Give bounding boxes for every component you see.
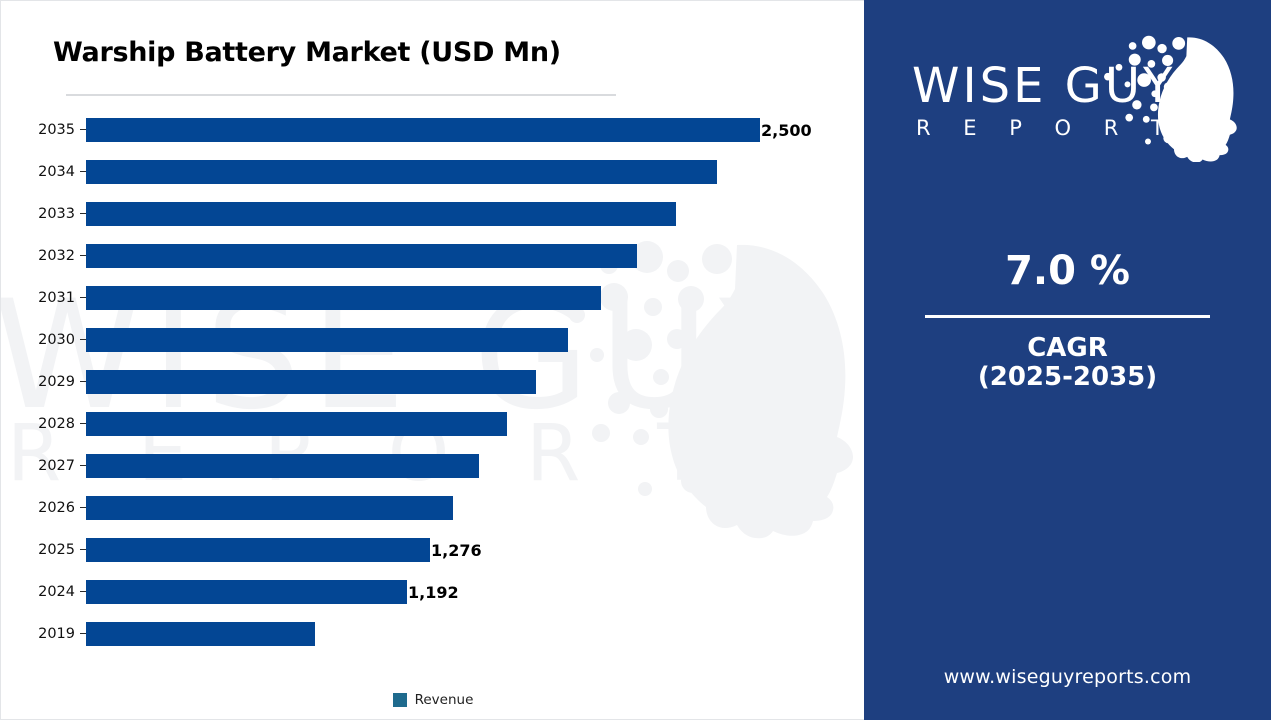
y-axis-label-2031: 2031 (38, 290, 75, 306)
y-axis-label-2030: 2030 (38, 332, 75, 348)
y-axis-label-2029: 2029 (38, 374, 75, 390)
cagr-block: 7.0 % CAGR (2025-2035) (864, 248, 1271, 392)
bar-row: 2027 (1, 447, 864, 485)
y-axis-tick (80, 423, 86, 425)
bar-row: 2031 (1, 279, 864, 317)
logo-head-icon (1104, 35, 1237, 162)
website-url[interactable]: www.wiseguyreports.com (943, 666, 1192, 688)
y-axis-tick (80, 129, 86, 131)
y-axis-tick (80, 297, 86, 299)
y-axis-tick (80, 381, 86, 383)
y-axis-label-2028: 2028 (38, 416, 75, 432)
y-axis-tick (80, 339, 86, 341)
cagr-caption-line1: CAGR (1027, 333, 1108, 363)
bar-2031 (86, 286, 601, 310)
y-axis-tick (80, 507, 86, 509)
bar-2033 (86, 202, 676, 226)
bar-2029 (86, 370, 536, 394)
plot-area: 2035 2,500 2034 2033 2032 2031 2030 2029 2028 202… (1, 111, 864, 656)
bar-row: 2035 2,500 (1, 111, 864, 149)
bar-row: 2033 (1, 195, 864, 233)
bar-2019 (86, 622, 315, 646)
y-axis-tick (80, 171, 86, 173)
bar-2032 (86, 244, 637, 268)
y-axis-label-2026: 2026 (38, 500, 75, 516)
legend-swatch-revenue (392, 693, 407, 707)
chart-panel: WISE GUY R E P O R T S (0, 0, 864, 720)
bar-row: 2019 (1, 615, 864, 653)
bar-row: 2032 (1, 237, 864, 275)
y-axis-label-2035: 2035 (38, 122, 75, 138)
cagr-divider (925, 315, 1210, 318)
bar-2024 (86, 580, 407, 604)
bar-2035 (86, 118, 760, 142)
y-axis-label-2025: 2025 (38, 542, 75, 558)
y-axis-tick (80, 465, 86, 467)
y-axis-label-2024: 2024 (38, 584, 75, 600)
bar-2026 (86, 496, 453, 520)
cagr-value: 7.0 % (1005, 248, 1130, 294)
bar-value-2025: 1,276 (431, 540, 482, 560)
bar-2030 (86, 328, 568, 352)
bar-row: 2030 (1, 321, 864, 359)
cagr-caption-line2: (2025-2035) (977, 362, 1158, 393)
chart-title: Warship Battery Market (USD Mn) (53, 37, 561, 68)
y-axis-label-2032: 2032 (38, 248, 75, 264)
y-axis-label-2033: 2033 (38, 206, 75, 222)
y-axis-label-2027: 2027 (38, 458, 75, 474)
chart-legend: Revenue (1, 692, 864, 708)
legend-label-revenue: Revenue (414, 692, 474, 708)
bar-value-2024: 1,192 (408, 582, 459, 602)
bar-value-2035: 2,500 (761, 120, 812, 140)
brand-logo: WISE GUY R E P O R T S (864, 34, 1271, 164)
brand-panel: WISE GUY R E P O R T S (864, 0, 1271, 720)
bar-row: 2025 1,276 (1, 531, 864, 569)
y-axis-label-2019: 2019 (38, 626, 75, 642)
y-axis-tick (80, 633, 86, 635)
y-axis-tick (80, 213, 86, 215)
bar-2025 (86, 538, 430, 562)
bar-2034 (86, 160, 717, 184)
bar-row: 2034 (1, 153, 864, 191)
y-axis-tick (80, 549, 86, 551)
y-axis-label-2034: 2034 (38, 164, 75, 180)
bar-2028 (86, 412, 507, 436)
title-divider (66, 94, 616, 96)
y-axis-tick (80, 255, 86, 257)
bar-row: 2028 (1, 405, 864, 443)
y-axis-tick (80, 591, 86, 593)
bar-row: 2029 (1, 363, 864, 401)
bar-row: 2024 1,192 (1, 573, 864, 611)
bar-2027 (86, 454, 479, 478)
bar-row: 2026 (1, 489, 864, 527)
